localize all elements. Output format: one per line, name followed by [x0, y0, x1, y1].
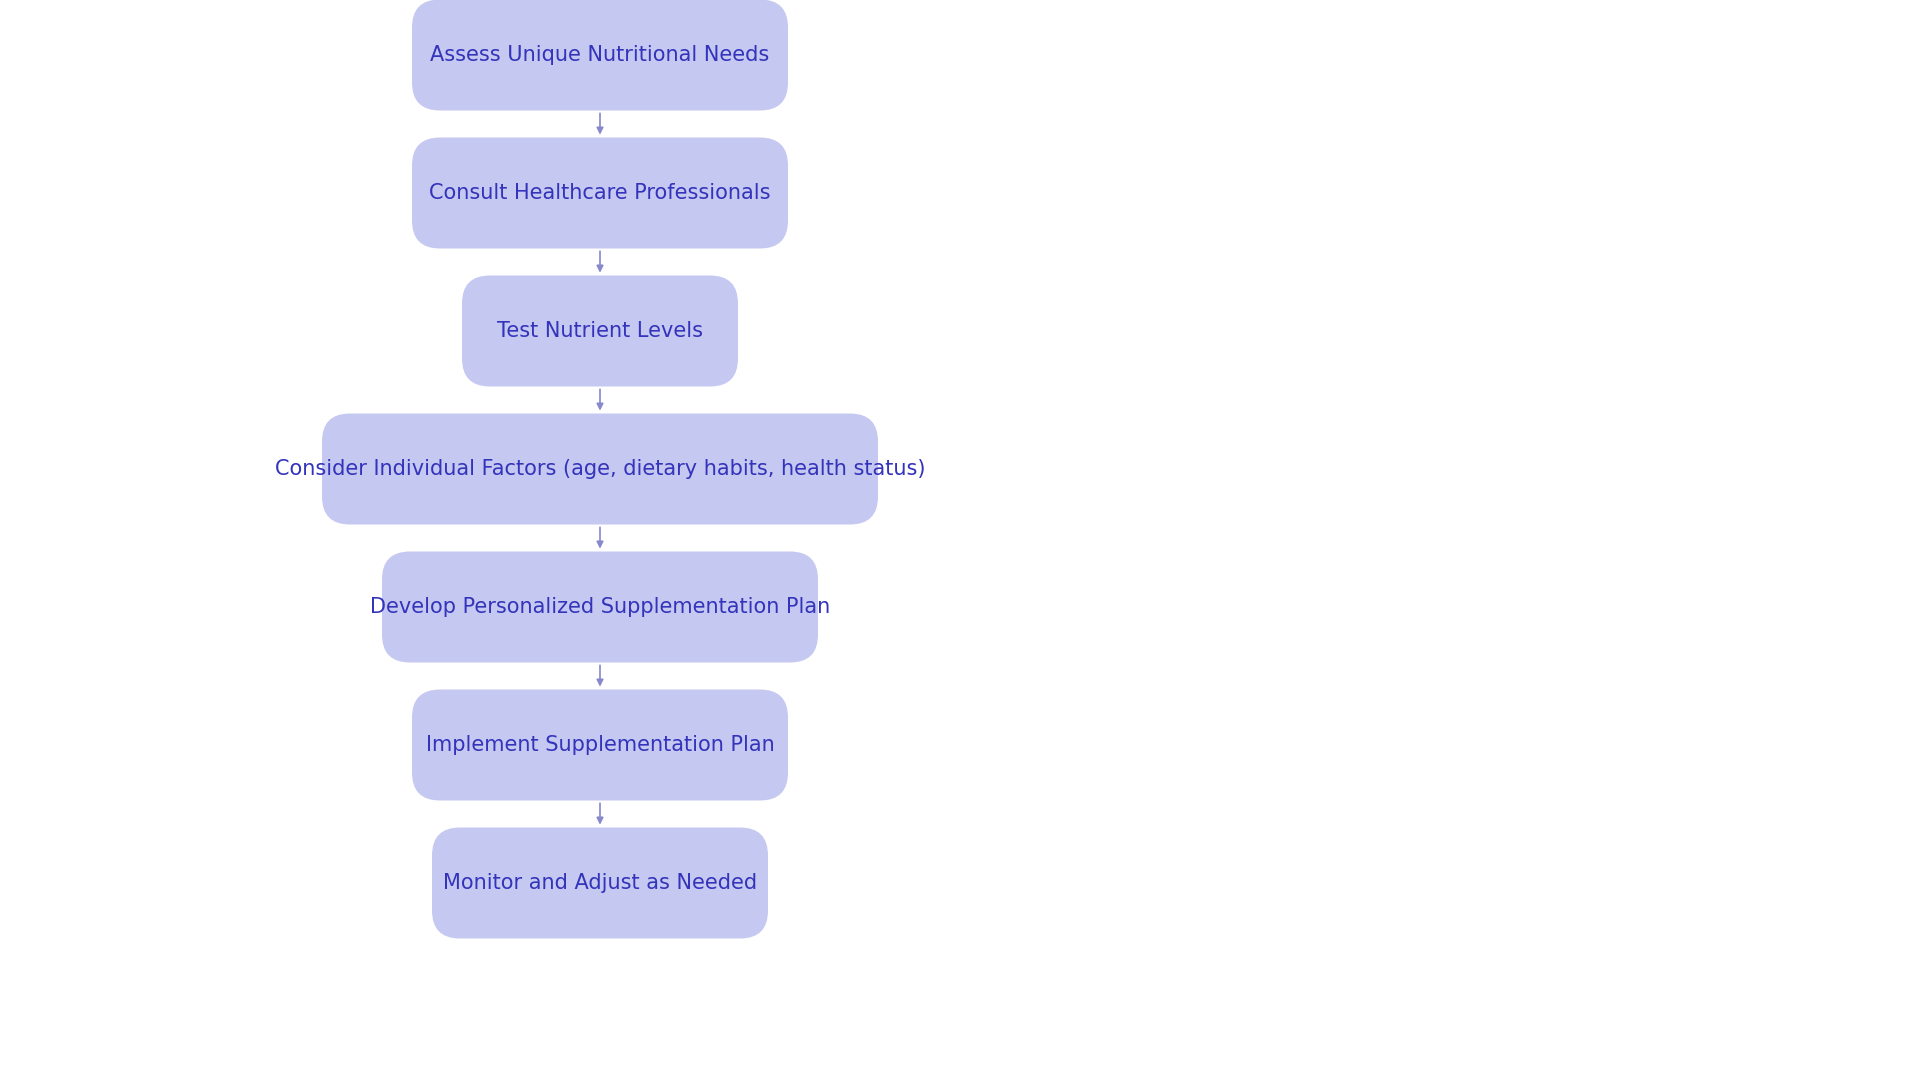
Text: Consider Individual Factors (age, dietary habits, health status): Consider Individual Factors (age, dietar…: [275, 459, 925, 479]
FancyBboxPatch shape: [323, 414, 877, 524]
Text: Test Nutrient Levels: Test Nutrient Levels: [497, 321, 703, 341]
FancyBboxPatch shape: [432, 827, 768, 939]
Text: Consult Healthcare Professionals: Consult Healthcare Professionals: [430, 183, 770, 203]
Text: Implement Supplementation Plan: Implement Supplementation Plan: [426, 735, 774, 755]
FancyBboxPatch shape: [463, 275, 737, 387]
Text: Monitor and Adjust as Needed: Monitor and Adjust as Needed: [444, 873, 756, 893]
FancyBboxPatch shape: [382, 551, 818, 663]
FancyBboxPatch shape: [413, 138, 787, 248]
FancyBboxPatch shape: [413, 690, 787, 800]
Text: Assess Unique Nutritional Needs: Assess Unique Nutritional Needs: [430, 45, 770, 65]
FancyBboxPatch shape: [413, 0, 787, 110]
Text: Develop Personalized Supplementation Plan: Develop Personalized Supplementation Pla…: [371, 597, 829, 617]
